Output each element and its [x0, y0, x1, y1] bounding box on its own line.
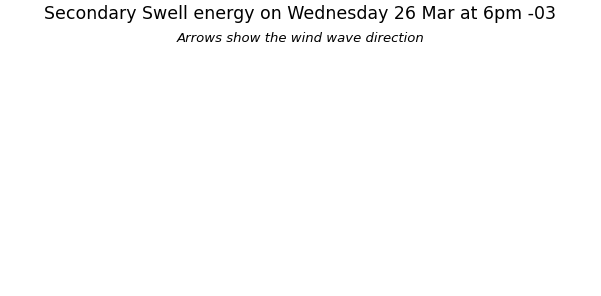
Text: Secondary Swell energy on Wednesday 26 Mar at 6pm -03: Secondary Swell energy on Wednesday 26 M… — [44, 5, 557, 23]
Text: Arrows show the wind wave direction: Arrows show the wind wave direction — [177, 32, 424, 45]
